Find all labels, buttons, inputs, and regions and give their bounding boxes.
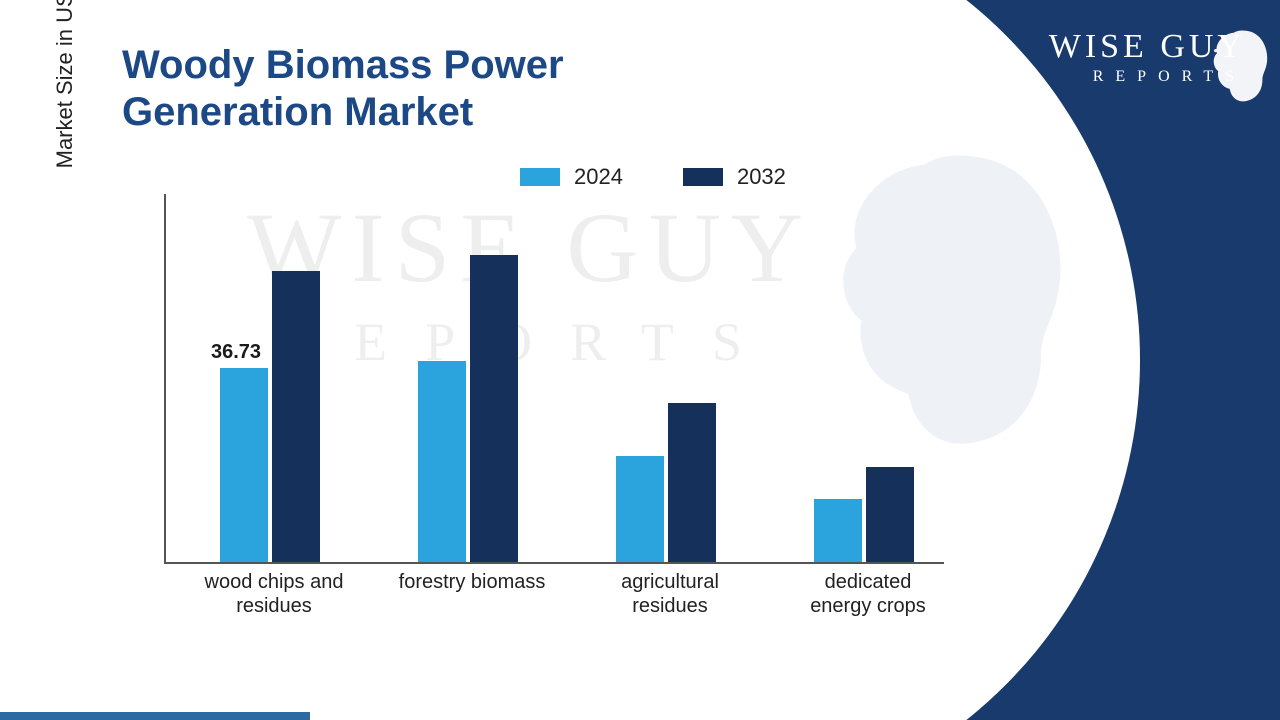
bar-2024 xyxy=(220,368,268,562)
legend: 2024 2032 xyxy=(520,164,786,190)
brand-head-icon xyxy=(1208,26,1272,106)
x-category-label: wood chips and residues xyxy=(199,570,349,619)
page-title: Woody Biomass Power Generation Market xyxy=(122,42,762,136)
bar-2024 xyxy=(814,499,862,562)
legend-swatch-2024 xyxy=(520,168,560,186)
x-category-label: dedicated energy crops xyxy=(793,570,943,619)
bar-value-label: 36.73 xyxy=(196,341,276,364)
y-axis-label: Market Size in USD Billion xyxy=(52,0,78,220)
bar-2032 xyxy=(470,255,518,562)
bottom-accent-bar xyxy=(0,712,310,720)
legend-swatch-2032 xyxy=(683,168,723,186)
bar-chart: Market Size in USD Billion 2024 2032 36.… xyxy=(100,160,960,680)
bar-2024 xyxy=(418,361,466,562)
bar-2032 xyxy=(668,403,716,562)
x-axis-labels: wood chips and residues forestry biomass a… xyxy=(164,570,944,680)
bar-2032 xyxy=(866,467,914,562)
legend-item-2032: 2032 xyxy=(683,164,786,190)
bar-2024 xyxy=(616,456,664,562)
plot-area: 36.73 xyxy=(164,194,944,564)
legend-item-2024: 2024 xyxy=(520,164,623,190)
legend-label-2032: 2032 xyxy=(737,164,786,190)
legend-label-2024: 2024 xyxy=(574,164,623,190)
x-category-label: forestry biomass xyxy=(397,570,547,594)
bar-2032 xyxy=(272,271,320,562)
stage: WISE GUY REPORTS Woody Biomass Power Gen… xyxy=(0,0,1280,720)
right-panel xyxy=(960,0,1280,720)
x-category-label: agricultural residues xyxy=(595,570,745,619)
